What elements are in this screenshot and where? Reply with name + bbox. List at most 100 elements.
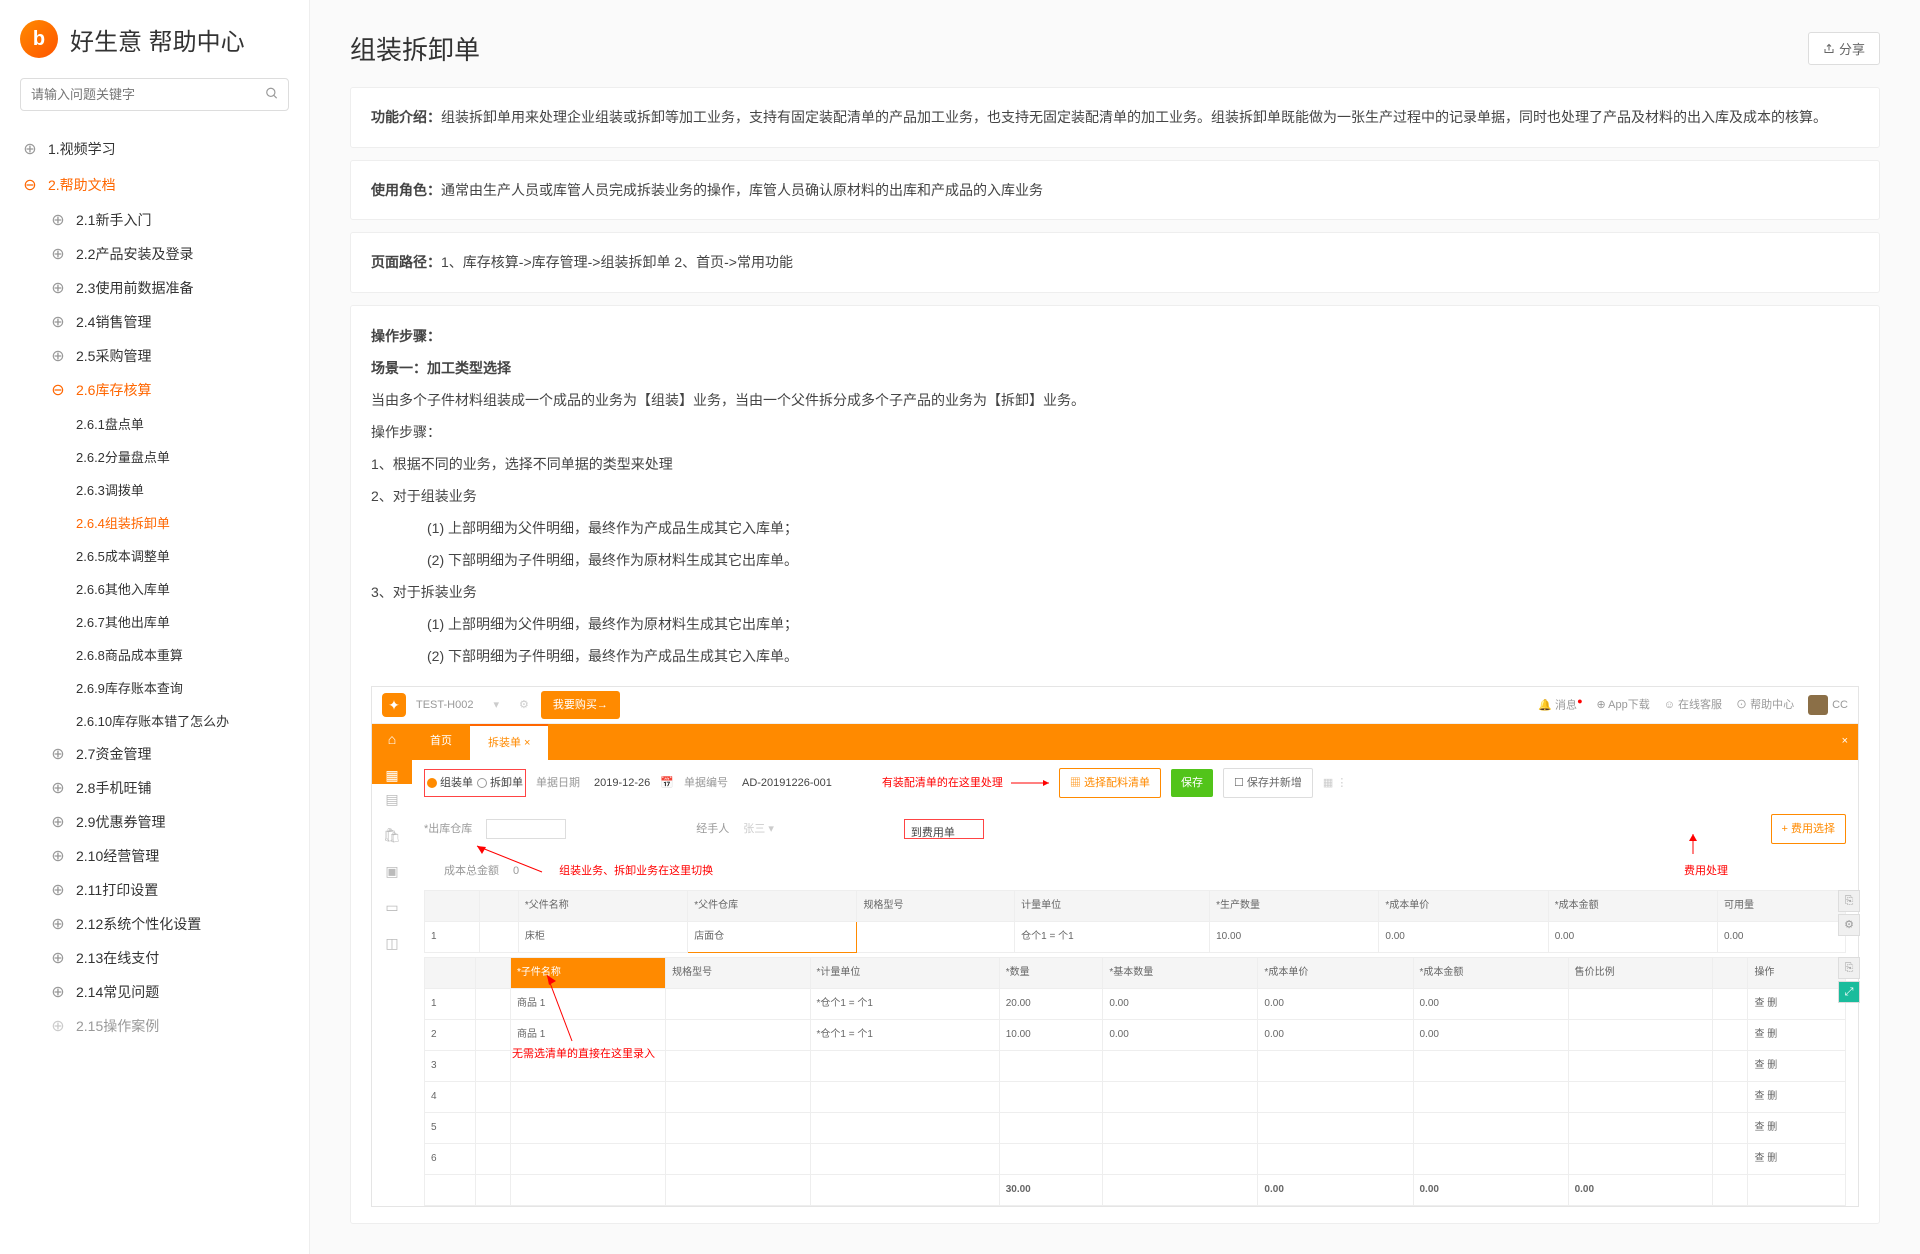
minus-icon: ⊖ — [20, 175, 40, 195]
embedded-screenshot: ✦ TEST-H002 ▾ ⚙ 我要购买→ 🔔 消息● ⊕ App下载 ☺ 在线… — [371, 686, 1859, 1207]
ss-content: 首页 拆装单 × × 组装单 拆卸单 单据日期 2019-12-26 📅 — [412, 724, 1858, 1206]
main-content: 组装拆卸单 分享 功能介绍：组装拆卸单用来处理企业组装或拆卸等加工业务，支持有固… — [310, 0, 1920, 1254]
copy-icon: ⎘ — [1838, 957, 1860, 979]
share-label: 分享 — [1839, 39, 1865, 58]
ss-avatar: CC — [1808, 694, 1848, 716]
ss-parent-table: *父件名称*父件仓库规格型号计量单位*生产数量*成本单价*成本金额可用量 1床柜… — [424, 890, 1846, 953]
ss-save-add-btn: ☐ 保存并新增 — [1223, 768, 1313, 798]
path-text: 1、库存核算->库存管理->组装拆卸单 2、首页->常用功能 — [441, 254, 793, 270]
nav-label: 2.6.3调拨单 — [76, 480, 144, 499]
search-input[interactable] — [20, 78, 289, 111]
nav-2-2[interactable]: ⊕2.2产品安装及登录 — [48, 237, 289, 271]
nav-docs-sub: ⊕2.1新手入门 ⊕2.2产品安装及登录 ⊕ 2.3使用前数据准备 ⊕2.4销售管… — [20, 203, 289, 1043]
nav-label: 1.视频学习 — [48, 139, 116, 159]
nav-2-6-1[interactable]: 2.6.1盘点单 — [76, 407, 289, 440]
nav-docs[interactable]: ⊖2.帮助文档 — [20, 167, 289, 203]
step-2: 2、对于组装业务 — [371, 482, 1859, 510]
out-input — [486, 819, 566, 839]
nav-2-7[interactable]: ⊕2.7资金管理 — [48, 737, 289, 771]
code-value: AD-20191226-001 — [742, 772, 832, 794]
path-box: 页面路径：1、库存核算->库存管理->组装拆卸单 2、首页->常用功能 — [350, 232, 1880, 293]
nav-label: 2.9优惠券管理 — [76, 812, 165, 832]
page-title: 组装拆卸单 — [350, 30, 480, 67]
plus-icon: ⊕ — [48, 312, 68, 332]
nav-label: 2.6.10库存账本错了怎么办 — [76, 711, 229, 730]
scene-desc: 当由多个子件材料组装成一个成品的业务为【组装】业务，当由一个父件拆分成多个子产品… — [371, 386, 1859, 414]
code-label: 单据编号 — [684, 772, 728, 794]
chart-icon: ◫ — [383, 934, 401, 952]
nav-2-9[interactable]: ⊕2.9优惠券管理 — [48, 805, 289, 839]
nav-2-6-3[interactable]: 2.6.3调拨单 — [76, 473, 289, 506]
nav-2-6-2[interactable]: 2.6.2分量盘点单 — [76, 440, 289, 473]
step-3: 3、对于拆装业务 — [371, 578, 1859, 606]
share-button[interactable]: 分享 — [1808, 32, 1880, 65]
nav-2-13[interactable]: ⊕2.13在线支付 — [48, 941, 289, 975]
nav-2-11[interactable]: ⊕2.11打印设置 — [48, 873, 289, 907]
ss-tab-close-icon: × — [1832, 724, 1858, 760]
nav-label: 2.3使用前数据准备 — [76, 278, 193, 298]
search-box — [20, 78, 289, 111]
role-text: 通常由生产人员或库管人员完成拆装业务的操作，库管人员确认原材料的出库和产成品的入… — [441, 182, 1043, 198]
cost-ref: 到费用单 — [904, 819, 984, 839]
ss-body: ⌂ ▦ ▤ 🛍 ▣ ▭ ◫ 首页 — [372, 724, 1858, 1206]
nav-label: 2.6库存核算 — [76, 380, 151, 400]
plus-icon: ⊕ — [48, 778, 68, 798]
nav-2-1[interactable]: ⊕2.1新手入门 — [48, 203, 289, 237]
ss-side-icons-2: ⎘ ⤢ — [1838, 957, 1860, 1005]
annotation-4: 无需选清单的直接在这里录入 — [512, 1043, 655, 1065]
nav-2-6-10[interactable]: 2.6.10库存账本错了怎么办 — [76, 704, 289, 737]
plus-icon: ⊕ — [48, 278, 68, 298]
plus-icon: ⊕ — [48, 1016, 68, 1036]
plus-icon: ⊕ — [48, 982, 68, 1002]
nav-2-14[interactable]: ⊕ 2.14常见问题 — [48, 975, 289, 1009]
nav-label: 2.6.8商品成本重算 — [76, 645, 183, 664]
plus-icon: ⊕ — [48, 210, 68, 230]
page-header: 组装拆卸单 分享 — [350, 30, 1880, 67]
handler-label: 经手人 — [696, 818, 729, 840]
nav-label: 2.10经营管理 — [76, 846, 159, 866]
nav-2-6-7[interactable]: 2.6.7其他出库单 — [76, 605, 289, 638]
nav: ⊕1.视频学习 ⊖2.帮助文档 ⊕2.1新手入门 ⊕2.2产品安装及登录 ⊕2.… — [20, 131, 289, 1043]
nav-2-8[interactable]: ⊕2.8手机旺铺 — [48, 771, 289, 805]
ss-help: ⊙ 帮助中心 — [1736, 694, 1794, 716]
nav-label: 2.14常见问题 — [76, 982, 159, 1002]
nav-2-4[interactable]: ⊕2.4销售管理 — [48, 305, 289, 339]
plus-icon: ⊕ — [20, 139, 40, 159]
path-label: 页面路径： — [371, 254, 441, 270]
nav-2-10[interactable]: ⊕2.10经营管理 — [48, 839, 289, 873]
radio-label: 组装单 — [440, 772, 473, 794]
nav-label: 2.6.4组装拆卸单 — [76, 513, 170, 532]
ss-msg: 🔔 消息● — [1538, 692, 1582, 717]
role-label: 使用角色： — [371, 182, 441, 198]
nav-label: 2.12系统个性化设置 — [76, 914, 201, 934]
nav-label: 2.6.5成本调整单 — [76, 546, 170, 565]
box-icon: ▣ — [383, 862, 401, 880]
expand-icon: ⤢ — [1838, 981, 1860, 1003]
nav-2-5[interactable]: ⊕2.5采购管理 — [48, 339, 289, 373]
nav-2-6[interactable]: ⊖2.6库存核算 — [48, 373, 289, 407]
nav-label: 2.6.2分量盘点单 — [76, 447, 170, 466]
date-label: 单据日期 — [536, 772, 580, 794]
nav-2-6-8[interactable]: 2.6.8商品成本重算 — [76, 638, 289, 671]
nav-2-12[interactable]: ⊕2.12系统个性化设置 — [48, 907, 289, 941]
nav-label: 2.15操作案例 — [76, 1016, 159, 1036]
nav-2-6-5[interactable]: 2.6.5成本调整单 — [76, 539, 289, 572]
plus-icon: ⊕ — [48, 244, 68, 264]
scene-title: 场景一：加工类型选择 — [371, 354, 1859, 382]
nav-2-6-4[interactable]: 2.6.4组装拆卸单 — [76, 506, 289, 539]
out-label: *出库仓库 — [424, 818, 472, 840]
nav-label: 2.13在线支付 — [76, 948, 159, 968]
nav-2-3[interactable]: ⊕ 2.3使用前数据准备 — [48, 271, 289, 305]
ss-save-btn: 保存 — [1171, 769, 1213, 797]
radio-label: 拆卸单 — [490, 772, 523, 794]
nav-video[interactable]: ⊕ 1.视频学习 — [20, 131, 289, 167]
nav-2-15[interactable]: ⊕ 2.15操作案例 — [48, 1009, 289, 1043]
nav-label: 2.5采购管理 — [76, 346, 151, 366]
gear-icon: ⚙ — [519, 694, 529, 716]
nav-2-6-6[interactable]: 2.6.6其他入库单 — [76, 572, 289, 605]
list-icon: ▤ — [383, 790, 401, 808]
step-3a: (1) 上部明细为父件明细，最终作为原材料生成其它出库单； — [371, 610, 1859, 638]
search-icon[interactable] — [265, 86, 279, 103]
nav-2-6-9[interactable]: 2.6.9库存账本查询 — [76, 671, 289, 704]
ss-logo-icon: ✦ — [382, 693, 406, 717]
